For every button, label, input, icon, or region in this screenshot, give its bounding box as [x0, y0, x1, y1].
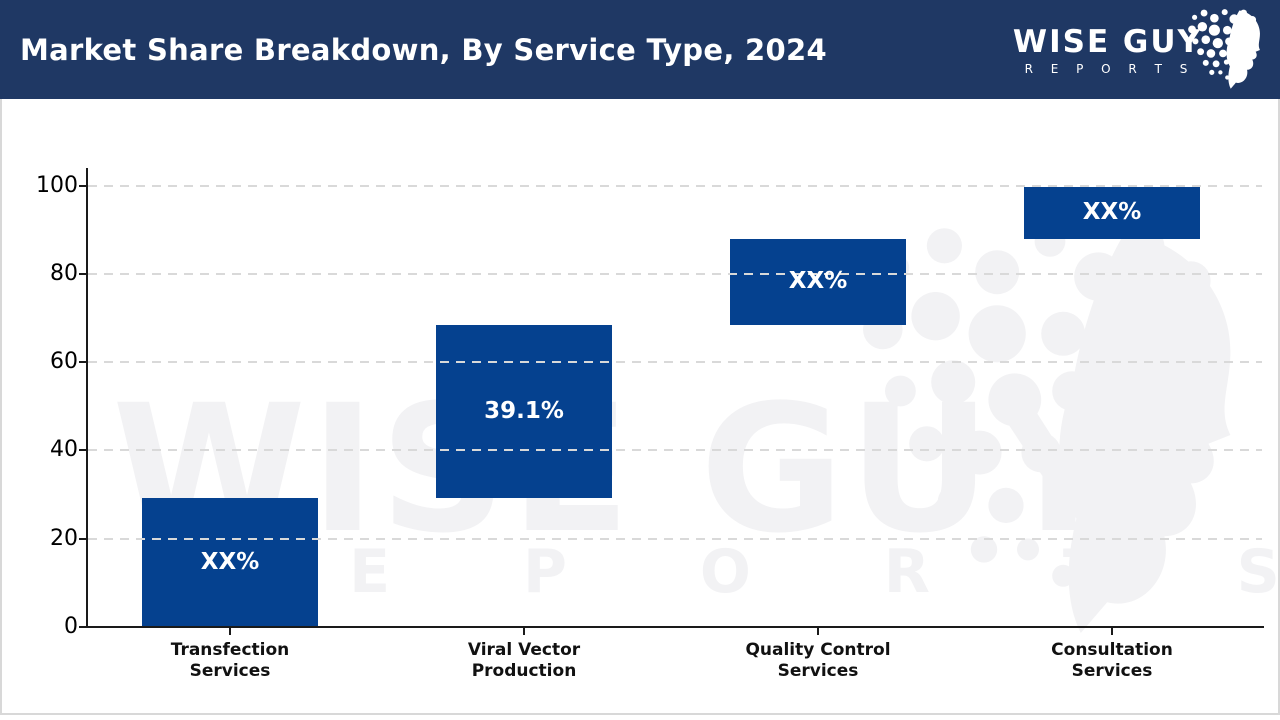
page-title: Market Share Breakdown, By Service Type,…: [20, 32, 827, 67]
category-label: Transfection Services: [170, 640, 290, 681]
y-tick-mark: [79, 272, 86, 275]
y-axis-line: [86, 168, 88, 628]
y-tick-label: 60: [50, 349, 78, 375]
logo-reports-label: R E P O R T S: [1024, 61, 1195, 76]
y-tick-label: 40: [50, 437, 78, 463]
bar-value-label: 39.1%: [484, 397, 564, 424]
bar-segment: [730, 238, 906, 326]
y-tick-label: 0: [64, 614, 78, 639]
bar-value-label: XX%: [200, 548, 260, 575]
gridline-y-100: [88, 184, 1262, 187]
gridline-y-80: [88, 272, 1262, 275]
x-tick-mark: [523, 628, 525, 635]
category-label: Consultation Services: [1051, 640, 1173, 681]
logo-wiseguy-label: WISE GUY: [1012, 23, 1202, 60]
gridline-y-20: [88, 537, 1262, 540]
x-tick-mark: [229, 628, 231, 635]
category-label: Viral Vector Production: [467, 640, 581, 681]
bar-segment: [1024, 187, 1200, 239]
bar-segment: [436, 325, 612, 499]
y-tick-mark: [79, 626, 86, 628]
x-tick-mark: [817, 628, 819, 635]
y-tick-mark: [79, 449, 86, 452]
gridline-y-60: [88, 361, 1262, 364]
bar-segment: [142, 498, 318, 627]
gridline-y-40: [88, 449, 1262, 452]
y-tick-mark: [79, 361, 86, 364]
y-tick-mark: [79, 184, 86, 187]
brand-logo: WISE GUY R E P O R T S: [1013, 6, 1272, 94]
bar-value-label: XX%: [1082, 199, 1142, 226]
y-tick-mark: [79, 537, 86, 540]
y-tick-label: 100: [36, 172, 78, 198]
brand-logo-text: WISE GUY R E P O R T S: [1013, 25, 1202, 76]
header-bar: Market Share Breakdown, By Service Type,…: [0, 0, 1280, 99]
x-axis-line: [86, 626, 1264, 628]
bar-value-label: XX%: [788, 268, 848, 295]
category-label: Quality Control Services: [745, 640, 891, 681]
x-tick-mark: [1111, 628, 1113, 635]
y-tick-label: 80: [50, 260, 78, 286]
y-tick-label: 20: [50, 525, 78, 551]
